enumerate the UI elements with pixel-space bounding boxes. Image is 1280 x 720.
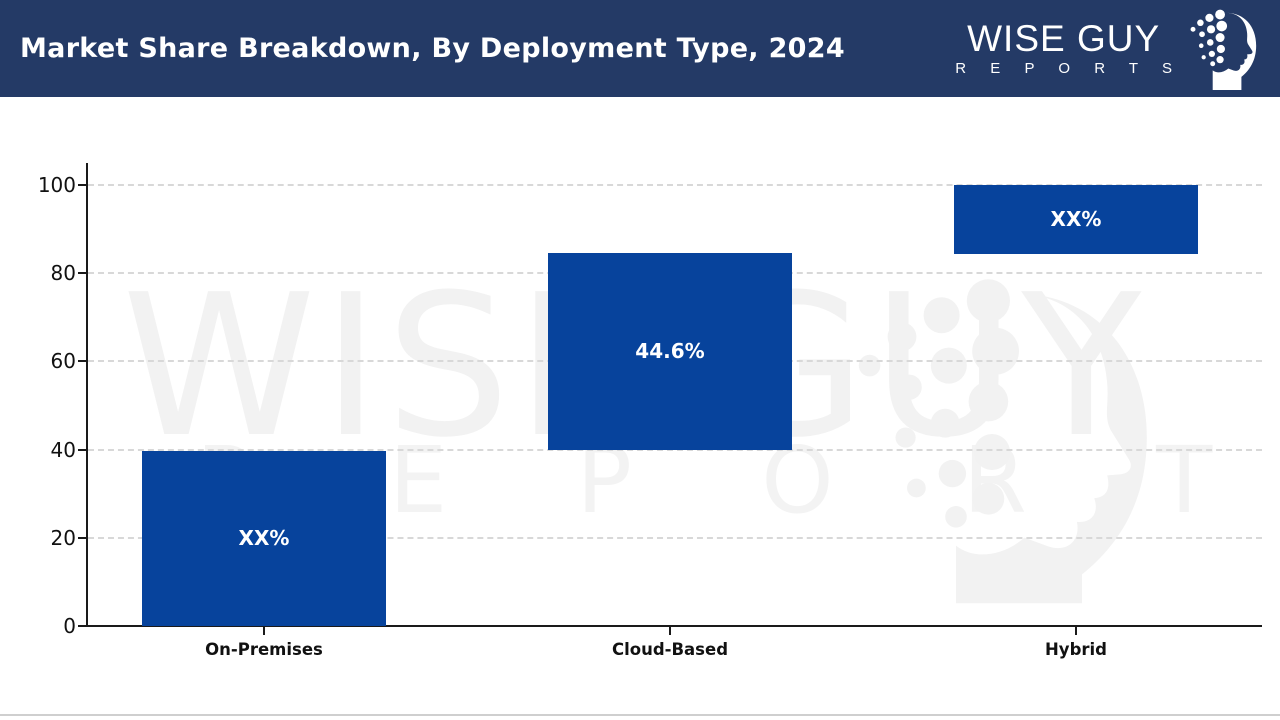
gridline [88, 536, 1262, 539]
y-tick-label: 40 [50, 437, 76, 462]
bar-hybrid: XX% [954, 185, 1198, 254]
bar-on-premises: XX% [142, 450, 386, 626]
x-tick-label: Cloud-Based [611, 640, 729, 659]
y-tick-label: 80 [50, 261, 76, 286]
bar-value-label: 44.6% [635, 339, 705, 364]
x-axis-spine [86, 625, 1262, 627]
logo-head-icon [1190, 9, 1257, 90]
logo-wordmark: WISE GUY [967, 18, 1161, 59]
y-axis-tick [78, 625, 86, 627]
wise-guy-logo: WISE GUY R E P O R T S [945, 7, 1266, 91]
y-tick-label: 20 [50, 525, 76, 550]
gridline [88, 184, 1262, 187]
chart-area: WISE GUY R E P O R T S 020406080100XX%44… [0, 97, 1280, 714]
x-axis-tick [669, 627, 671, 635]
bar-value-label: XX% [1050, 207, 1102, 232]
y-axis-tick [78, 360, 86, 363]
gridline [88, 448, 1262, 451]
y-tick-label: 60 [50, 349, 76, 374]
y-axis-tick [78, 448, 86, 451]
y-axis-tick [78, 536, 86, 539]
y-tick-label: 0 [63, 614, 76, 638]
x-axis-tick [1075, 627, 1077, 635]
page-title: Market Share Breakdown, By Deployment Ty… [20, 33, 845, 64]
logo-text: WISE GUY R E P O R T S [945, 20, 1182, 77]
y-tick-label: 100 [37, 173, 76, 198]
x-tick-label: On-Premises [205, 640, 323, 659]
y-axis-tick [78, 184, 86, 187]
header-band: Market Share Breakdown, By Deployment Ty… [0, 0, 1280, 97]
watermark-head-icon [858, 279, 1147, 604]
x-axis-tick [263, 627, 265, 635]
y-axis-tick [78, 272, 86, 275]
x-tick-label: Hybrid [1045, 640, 1107, 659]
bottom-border-line [0, 714, 1280, 716]
bar-cloud-based: 44.6% [548, 252, 792, 450]
bar-value-label: XX% [238, 526, 290, 551]
y-axis-spine [86, 163, 88, 626]
logo-subtitle: R E P O R T S [955, 60, 1182, 77]
